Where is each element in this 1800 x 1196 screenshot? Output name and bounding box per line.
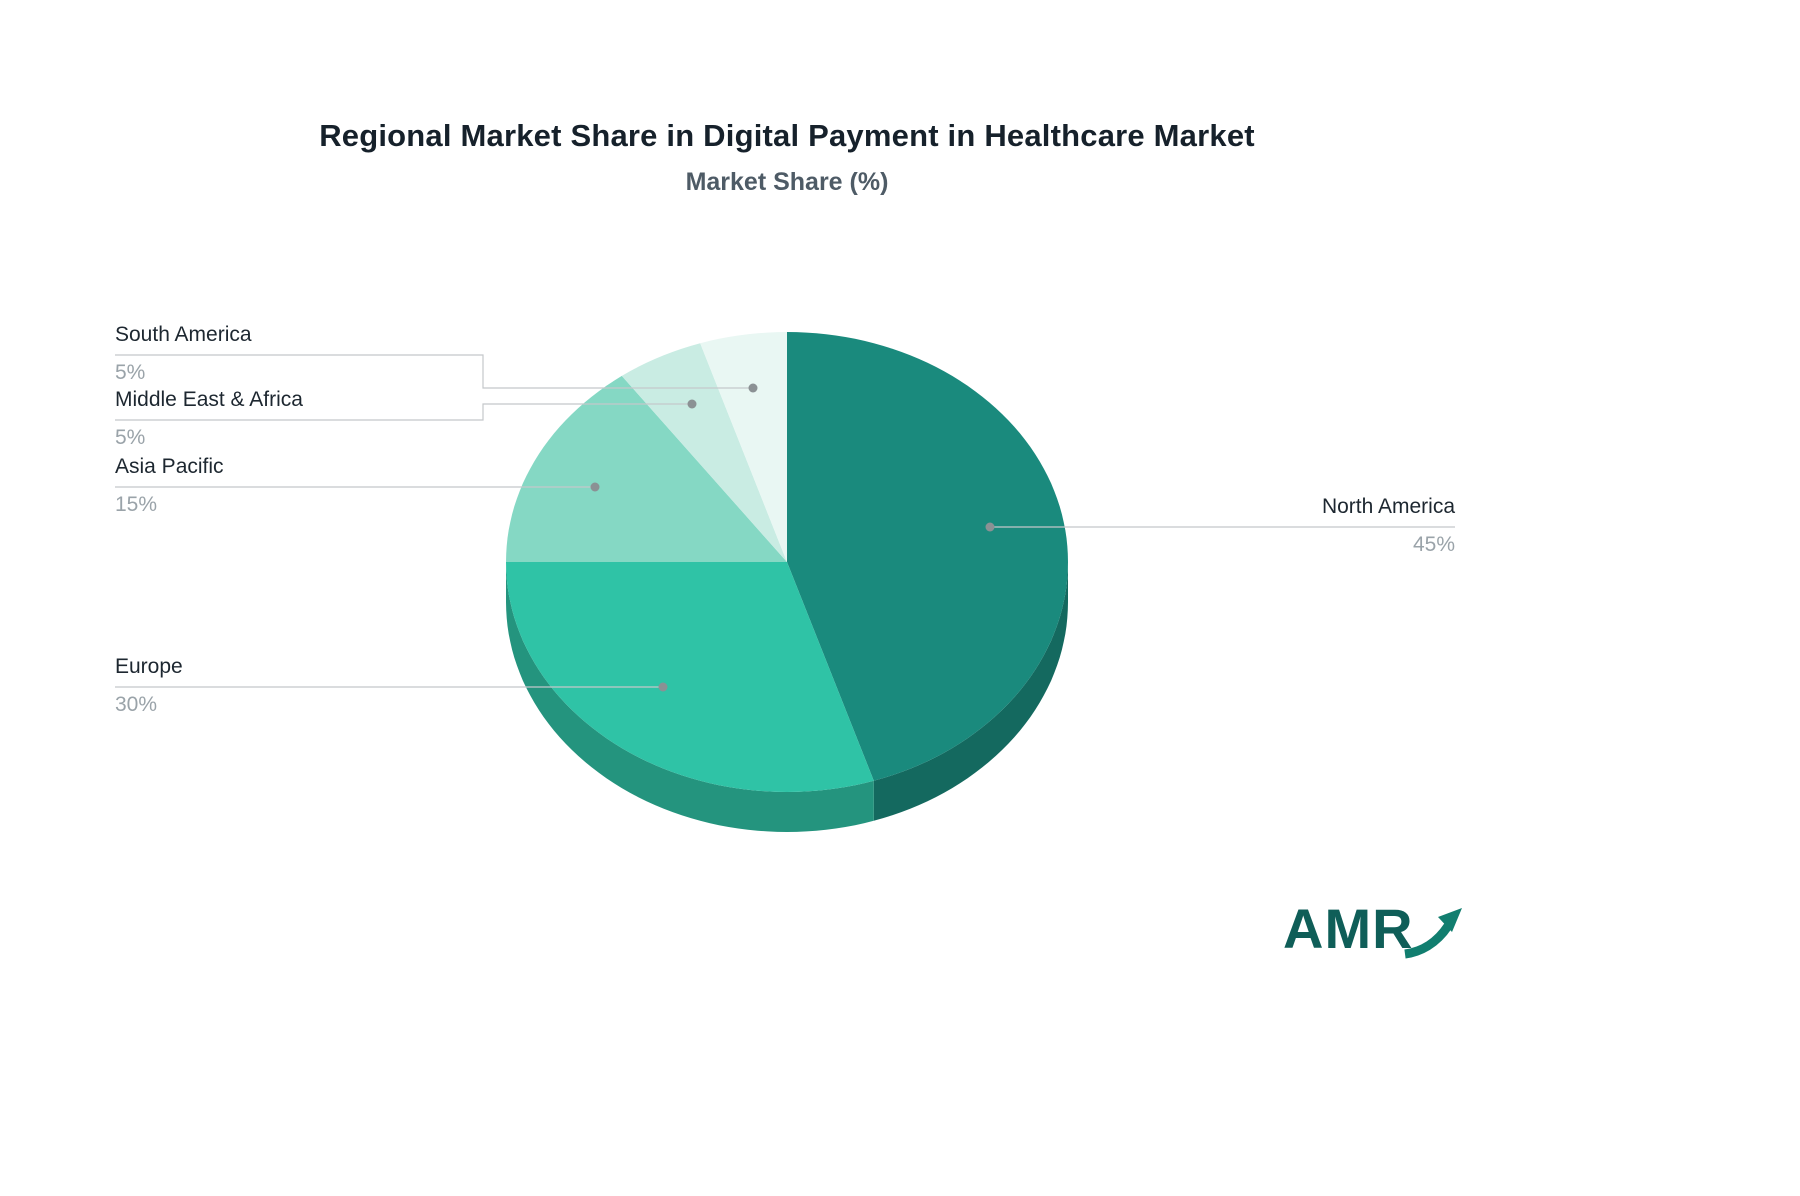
slice-value-north-america: 45% bbox=[1412, 533, 1455, 556]
slice-label-south-america: South America bbox=[115, 323, 252, 346]
pie-slice-south-america bbox=[700, 332, 787, 562]
callout-middle-east-africa: Middle East & Africa 5% bbox=[115, 387, 495, 451]
slice-value-asia-pacific: 15% bbox=[115, 493, 158, 516]
callout-north-america: North America 45% bbox=[1075, 494, 1455, 558]
amr-logo: AMR bbox=[1283, 898, 1462, 960]
leader-dot-north-america bbox=[985, 522, 995, 532]
slice-label-europe: Europe bbox=[115, 655, 183, 678]
slice-value-south-america: 5% bbox=[115, 361, 146, 384]
leader-dot-middle-east-africa bbox=[687, 399, 697, 409]
leader-dot-asia-pacific bbox=[590, 482, 600, 492]
pie-slice-middle-east-africa bbox=[621, 343, 787, 562]
logo-text: AMR bbox=[1283, 897, 1414, 960]
slice-value-middle-east-africa: 5% bbox=[115, 426, 146, 449]
chart-subtitle: Market Share (%) bbox=[685, 168, 889, 196]
pie-slice-north-america bbox=[787, 332, 1068, 781]
pie-side-europe bbox=[506, 562, 874, 832]
slice-label-asia-pacific: Asia Pacific bbox=[115, 455, 224, 478]
leader-dot-europe bbox=[658, 682, 668, 692]
leader-dot-south-america bbox=[748, 383, 758, 393]
callout-europe: Europe 30% bbox=[115, 654, 495, 718]
pie-side-north-america bbox=[873, 562, 1068, 821]
leader-line-middle-east-africa bbox=[115, 403, 692, 421]
callout-asia-pacific: Asia Pacific 15% bbox=[115, 454, 495, 518]
slice-label-north-america: North America bbox=[1321, 495, 1455, 518]
pie-slice-asia-pacific bbox=[506, 375, 787, 562]
logo-trend-arrow-icon bbox=[1403, 908, 1462, 959]
leader-line-south-america bbox=[115, 354, 753, 389]
slice-value-europe: 30% bbox=[115, 693, 158, 716]
slice-label-middle-east-africa: Middle East & Africa bbox=[115, 388, 303, 411]
chart-title: Regional Market Share in Digital Payment… bbox=[319, 118, 1255, 153]
pie-slice-europe bbox=[506, 562, 874, 792]
callout-south-america: South America 5% bbox=[115, 322, 495, 386]
